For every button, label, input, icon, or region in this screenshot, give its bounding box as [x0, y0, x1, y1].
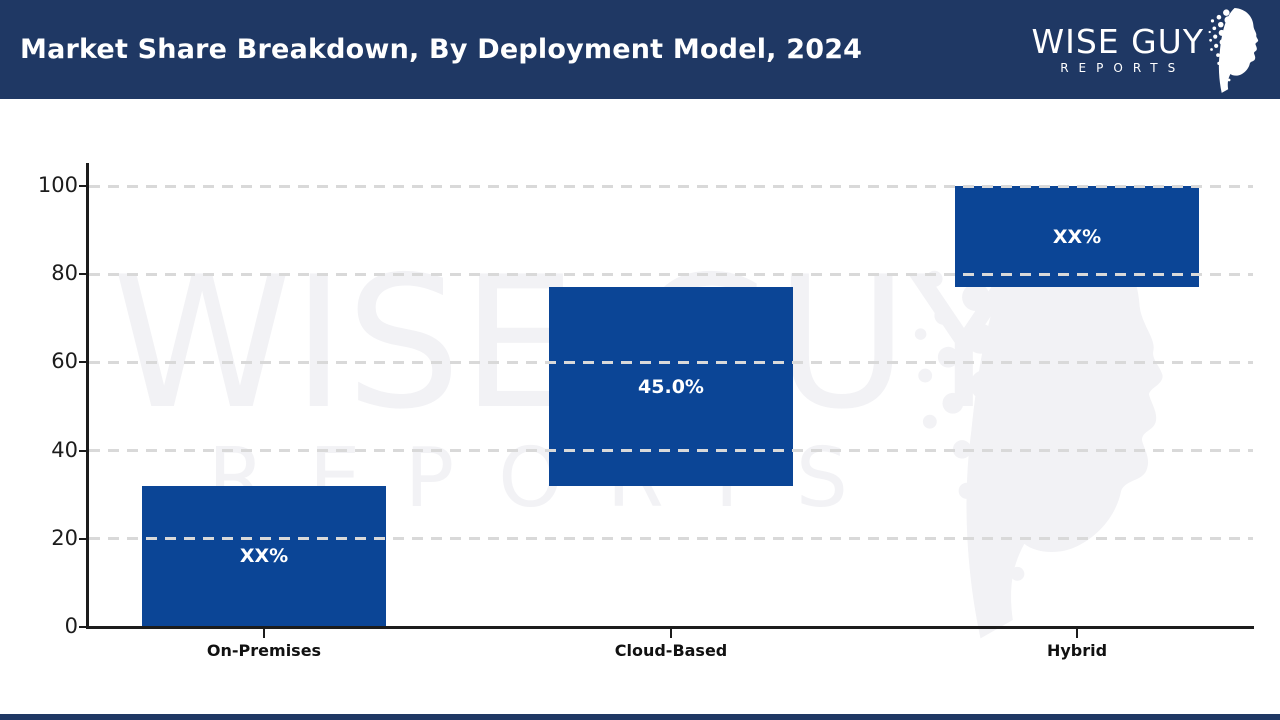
bar-value-label-cloud-based: 45.0% — [638, 375, 704, 398]
chart-title: Market Share Breakdown, By Deployment Mo… — [20, 34, 863, 65]
footer-bar — [0, 714, 1280, 720]
y-tick-label-20: 20 — [51, 525, 78, 550]
y-tick-mark-20 — [79, 537, 88, 540]
logo-sub-text: REPORTS — [1060, 61, 1186, 75]
y-tick-mark-60 — [79, 361, 88, 364]
gridline-80 — [89, 272, 1253, 276]
gridline-60 — [89, 360, 1253, 364]
bar-on-premises — [142, 485, 386, 627]
gridline-20 — [89, 537, 1253, 541]
wiseguy-logo-text: WISE GUY REPORTS — [1031, 25, 1204, 74]
x-tick-mark-on-premises — [263, 629, 265, 638]
y-tick-mark-0 — [79, 626, 88, 628]
bar-hybrid — [955, 186, 1199, 288]
x-tick-mark-hybrid — [1076, 629, 1078, 638]
y-tick-label-60: 60 — [51, 349, 78, 374]
y-tick-mark-100 — [79, 185, 88, 187]
y-tick-mark-40 — [79, 449, 88, 452]
y-tick-label-80: 80 — [51, 261, 78, 286]
gridline-40 — [89, 449, 1253, 453]
logo-brand-text: WISE GUY — [1031, 22, 1204, 61]
y-tick-label-0: 0 — [64, 614, 78, 638]
x-category-label-on-premises: On-Premises — [206, 641, 322, 660]
wiseguy-logo: WISE GUY REPORTS — [1031, 6, 1266, 94]
y-tick-label-100: 100 — [37, 173, 78, 197]
wiseguy-face-icon — [1208, 7, 1259, 93]
x-axis — [86, 626, 1254, 629]
bar-cloud-based — [549, 287, 793, 486]
x-tick-mark-cloud-based — [670, 629, 672, 638]
gridline-100 — [89, 184, 1253, 188]
bar-value-label-hybrid: XX% — [1052, 225, 1102, 248]
bar-value-label-on-premises: XX% — [239, 545, 289, 568]
x-category-label-cloud-based: Cloud-Based — [614, 641, 728, 660]
y-tick-mark-80 — [79, 273, 88, 276]
y-tick-label-40: 40 — [51, 437, 78, 462]
header-bar: Market Share Breakdown, By Deployment Mo… — [0, 0, 1280, 99]
x-category-label-hybrid: Hybrid — [1046, 641, 1108, 660]
y-axis — [86, 163, 89, 629]
